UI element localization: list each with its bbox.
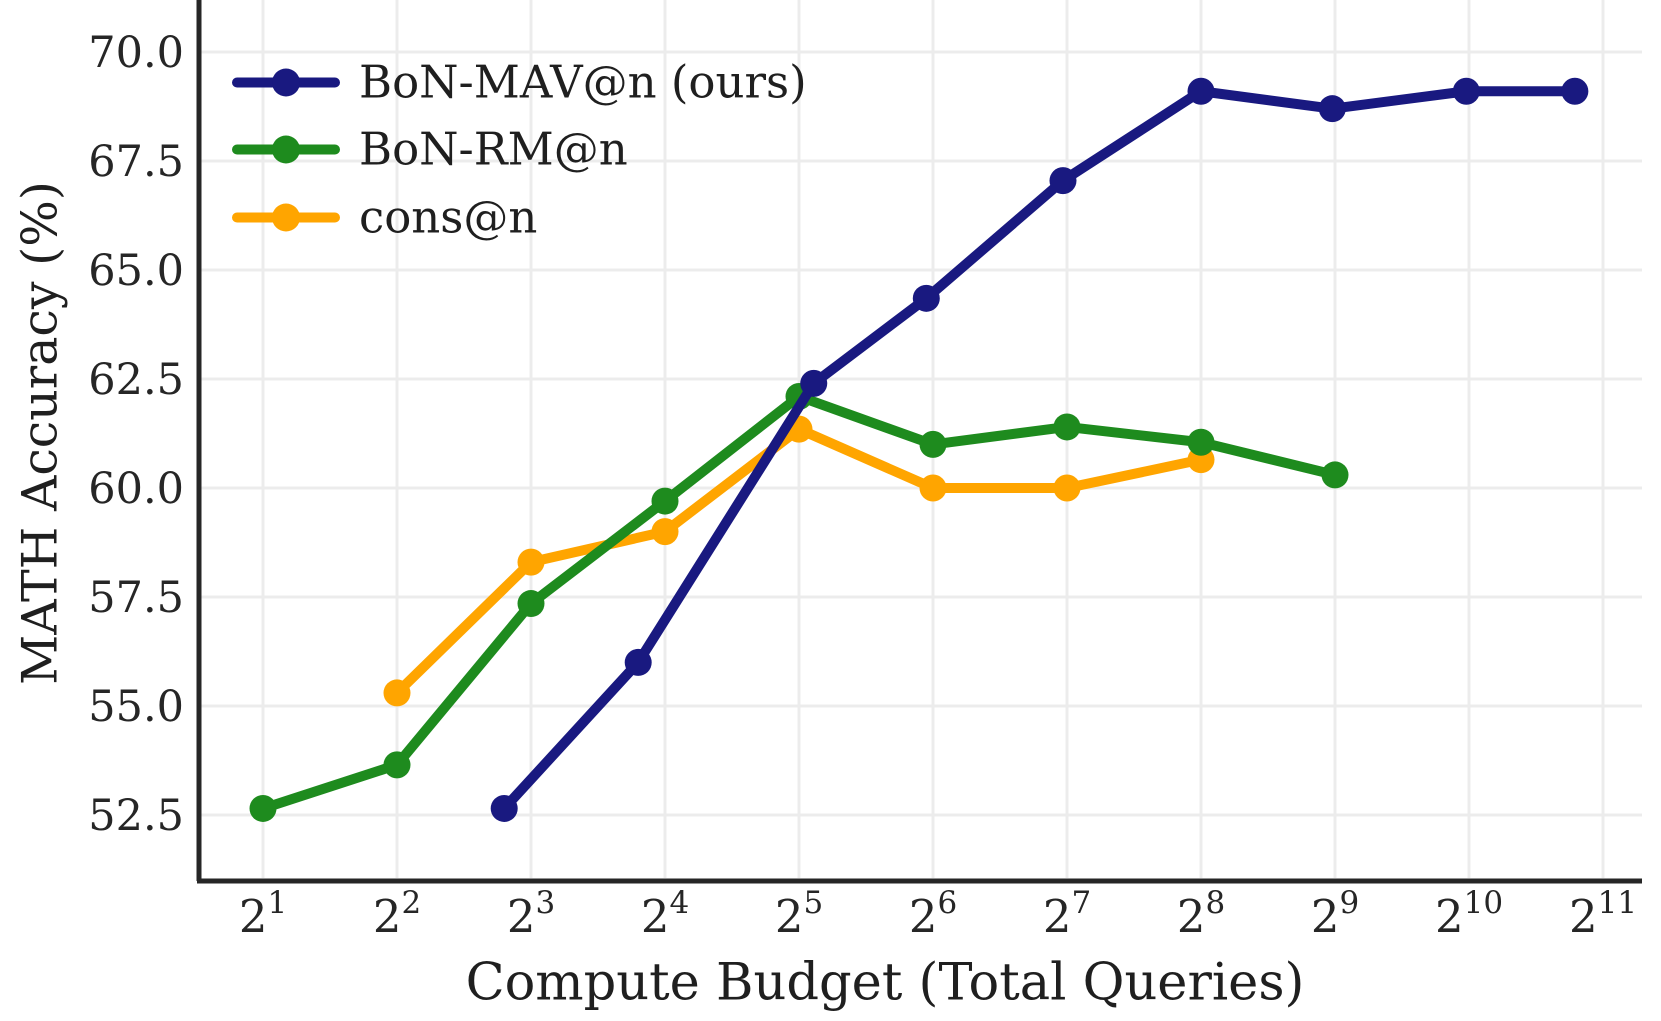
data-point-bon-rm-n (1053, 413, 1081, 441)
legend-marker-cons (232, 203, 340, 231)
data-point-bon-mav-n-ours (1318, 95, 1346, 123)
y-axis-label: MATH Accuracy (%) (11, 181, 69, 685)
data-point-bon-mav-n-ours (1452, 77, 1480, 105)
legend-label-bon-mav: BoN-MAV@n (ours) (359, 55, 807, 109)
x-tick-label: 25 (775, 885, 823, 943)
x-axis-label: Compute Budget (Total Queries) (465, 953, 1305, 1013)
y-tick-label: 55.0 (88, 682, 184, 732)
legend-dot-icon (272, 68, 300, 96)
legend-dot-icon (272, 135, 300, 163)
y-tick-label: 60.0 (88, 464, 184, 514)
data-point-bon-rm-n (1187, 428, 1215, 456)
data-point-cons-n (383, 679, 411, 707)
y-tick-label: 52.5 (88, 791, 184, 841)
x-tick-exponent: 1 (267, 885, 287, 921)
x-tick-label: 29 (1311, 885, 1359, 943)
data-point-bon-rm-n (1321, 461, 1349, 489)
data-point-bon-mav-n-ours (800, 369, 828, 397)
x-tick-exponent: 11 (1598, 885, 1637, 921)
x-tick-exponent: 7 (1071, 885, 1091, 921)
x-tick-label: 28 (1177, 885, 1225, 943)
x-tick-label: 210 (1435, 885, 1503, 943)
x-tick-label: 22 (373, 885, 421, 943)
x-tick-label: 24 (641, 885, 689, 943)
data-point-bon-mav-n-ours (1187, 77, 1215, 105)
data-point-bon-rm-n (383, 751, 411, 779)
y-tick-label: 62.5 (88, 355, 184, 405)
legend-label-cons: cons@n (359, 190, 538, 244)
x-tick-exponent: 10 (1464, 885, 1503, 921)
x-tick-label: 211 (1569, 885, 1637, 943)
legend-label-bon-rm: BoN-RM@n (359, 122, 628, 176)
x-tick-exponent: 9 (1339, 885, 1359, 921)
data-point-cons-n (651, 518, 679, 546)
legend-marker-bon-mav (232, 68, 340, 96)
x-tick-exponent: 5 (803, 885, 823, 921)
data-point-bon-mav-n-ours (624, 648, 652, 676)
x-tick-exponent: 3 (535, 885, 555, 921)
x-tick-exponent: 4 (669, 885, 689, 921)
y-tick-label: 67.5 (88, 137, 184, 187)
x-tick-exponent: 8 (1205, 885, 1225, 921)
y-tick-label: 65.0 (88, 246, 184, 296)
legend-entry-bon-rm: BoN-RM@n (232, 123, 628, 176)
x-tick-label: 26 (909, 885, 957, 943)
data-point-bon-rm-n (651, 487, 679, 515)
data-point-bon-rm-n (249, 794, 277, 822)
x-tick-label: 21 (239, 885, 287, 943)
x-tick-label: 23 (507, 885, 555, 943)
data-point-cons-n (1053, 474, 1081, 502)
x-tick-label: 27 (1043, 885, 1091, 943)
y-tick-label: 57.5 (88, 573, 184, 623)
data-point-cons-n (919, 474, 947, 502)
data-point-bon-rm-n (517, 590, 545, 618)
legend-entry-bon-mav: BoN-MAV@n (ours) (232, 56, 807, 109)
legend-dot-icon (272, 203, 300, 231)
x-tick-exponent: 6 (937, 885, 957, 921)
data-point-bon-mav-n-ours (490, 794, 518, 822)
y-tick-label: 70.0 (88, 28, 184, 78)
x-tick-exponent: 2 (401, 885, 421, 921)
legend-marker-bon-rm (232, 135, 340, 163)
data-point-bon-rm-n (919, 430, 947, 458)
data-point-bon-mav-n-ours (912, 284, 940, 312)
data-point-bon-mav-n-ours (1049, 167, 1077, 195)
data-point-bon-mav-n-ours (1561, 77, 1589, 105)
legend-entry-cons: cons@n (232, 191, 537, 244)
data-point-cons-n (517, 548, 545, 576)
